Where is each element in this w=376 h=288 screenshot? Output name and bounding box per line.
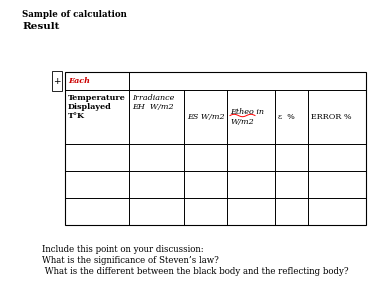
Text: ERROR %: ERROR % [311,113,352,121]
Text: Include this point on your discussion:: Include this point on your discussion: [42,245,204,254]
Text: What is the significance of Steven’s law?: What is the significance of Steven’s law… [42,256,219,265]
Text: Etheo in: Etheo in [230,108,264,116]
Text: EH  W/m2: EH W/m2 [132,103,174,111]
Text: Each: Each [68,77,90,85]
Text: Result: Result [22,22,59,31]
Text: Displayed: Displayed [68,103,112,111]
Text: ε  %: ε % [278,113,295,121]
Text: What is the different between the black body and the reflecting body?: What is the different between the black … [42,267,349,276]
Text: Sample of calculation: Sample of calculation [22,10,127,19]
Text: W/m2: W/m2 [230,118,254,126]
Text: ES W/m2: ES W/m2 [187,113,224,121]
Bar [65,72,366,225]
Bar [52,71,62,91]
Text: T°K: T°K [68,112,85,120]
Text: +: + [53,77,61,86]
Text: Temperature: Temperature [68,94,126,102]
Text: Irradiance: Irradiance [132,94,174,102]
